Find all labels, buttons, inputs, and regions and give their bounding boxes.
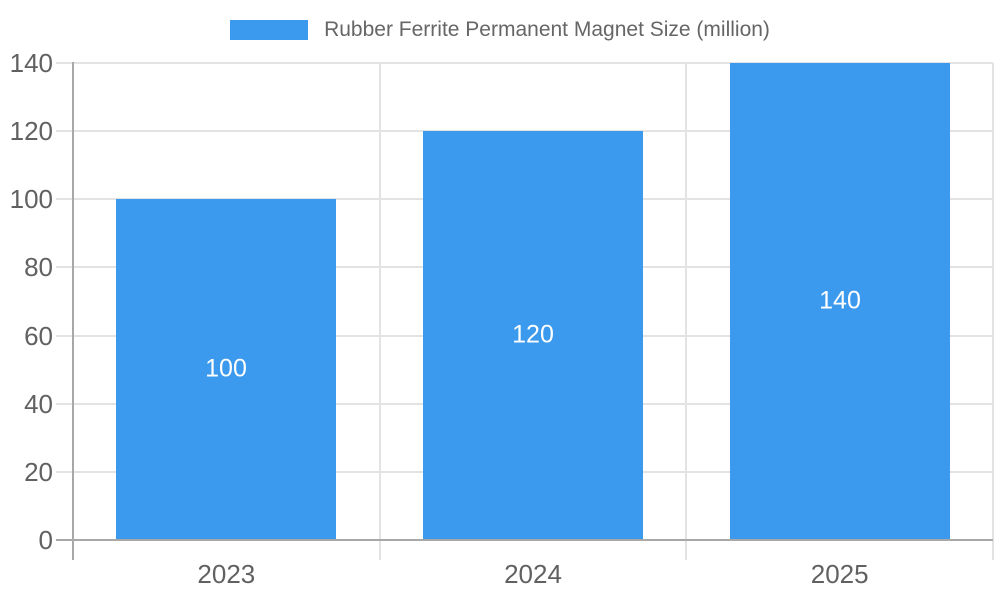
bar-value-label: 100 [205, 354, 247, 383]
legend-swatch-icon [230, 20, 309, 40]
bar-value-label: 140 [819, 286, 861, 315]
y-axis-label: 60 [24, 320, 53, 351]
y-axis-label: 20 [24, 456, 53, 487]
y-gridline [56, 62, 993, 64]
x-axis-label: 2025 [810, 559, 869, 589]
bar[interactable]: 140 [730, 63, 950, 539]
x-axis-line [56, 539, 993, 541]
bar-value-label: 120 [512, 320, 554, 349]
x-axis-label: 2023 [197, 559, 256, 589]
category-boundary-line [685, 63, 688, 560]
bar[interactable]: 100 [116, 199, 336, 539]
y-axis-line [72, 62, 74, 560]
y-axis-label: 120 [9, 116, 53, 147]
y-axis-label: 0 [38, 525, 53, 555]
y-axis-label: 80 [24, 252, 53, 283]
legend-label: Rubber Ferrite Permanent Magnet Size (mi… [324, 18, 770, 41]
legend[interactable]: Rubber Ferrite Permanent Magnet Size (mi… [0, 17, 1000, 43]
x-axis-label: 2024 [504, 559, 562, 589]
y-axis-label: 140 [9, 48, 53, 78]
y-axis-label: 40 [24, 388, 53, 419]
category-boundary-line [378, 63, 381, 560]
bar[interactable]: 120 [423, 131, 643, 539]
y-axis-label: 100 [9, 184, 53, 215]
category-boundary-line [992, 63, 994, 560]
